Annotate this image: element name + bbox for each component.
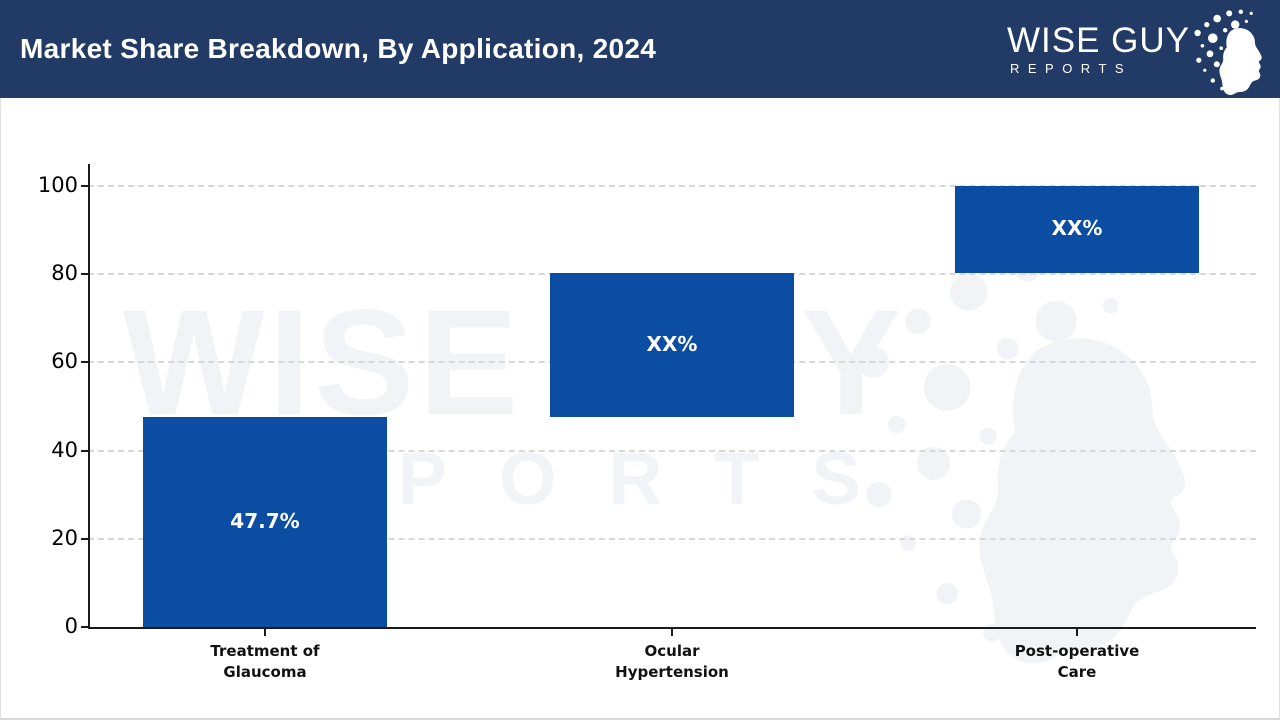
page-title: Market Share Breakdown, By Application, … [20, 33, 657, 64]
bar-segment [955, 186, 1199, 273]
x-category-label: Treatment of Glaucoma [210, 642, 320, 681]
y-axis-line [88, 164, 90, 629]
logo-brand-subtitle: REPORTS [1009, 61, 1133, 76]
x-tick-mark [264, 629, 266, 636]
x-tick-mark [1076, 629, 1078, 636]
y-tick-label: 0 [64, 614, 78, 638]
x-category-label: Ocular Hypertension [615, 642, 729, 681]
bar-value-label: 47.7% [230, 508, 300, 533]
x-category-label: Post-operative Care [1014, 642, 1140, 681]
y-tick-mark [81, 361, 88, 364]
y-tick-label: 20 [51, 525, 78, 550]
bar-segment [550, 272, 794, 417]
y-gridline [88, 537, 1256, 540]
wiseguy-logo-text: WISE GUY REPORTS [1007, 23, 1190, 75]
y-tick-mark [81, 537, 88, 540]
chart-container: WISE GUY REPORTS 0 20 40 60 80 100 47.7% Treatm… [0, 98, 1280, 720]
y-tick-label: 60 [51, 349, 78, 374]
y-tick-mark [81, 185, 88, 187]
y-tick-mark [81, 273, 88, 276]
bar-value-label: XX% [646, 331, 698, 356]
y-tick-mark [81, 449, 88, 452]
plot-area: 0 20 40 60 80 100 47.7% Treatment of Glaucoma XX… [1, 98, 1279, 718]
y-tick-label: 40 [51, 437, 78, 462]
x-axis-line [88, 627, 1256, 629]
logo-brand-name: WISE GUY [1006, 21, 1190, 60]
y-tick-mark [81, 626, 88, 628]
bar-segment [143, 416, 387, 627]
header-banner: Market Share Breakdown, By Application, … [0, 0, 1280, 98]
bar-value-label: XX% [1051, 216, 1103, 241]
y-tick-label: 100 [37, 173, 78, 197]
y-gridline [88, 185, 1256, 187]
x-tick-mark [671, 629, 673, 636]
wiseguy-logo: WISE GUY REPORTS [1007, 3, 1266, 95]
y-gridline [88, 449, 1256, 452]
y-tick-label: 80 [51, 261, 78, 286]
wiseguy-face-icon [1194, 9, 1262, 95]
